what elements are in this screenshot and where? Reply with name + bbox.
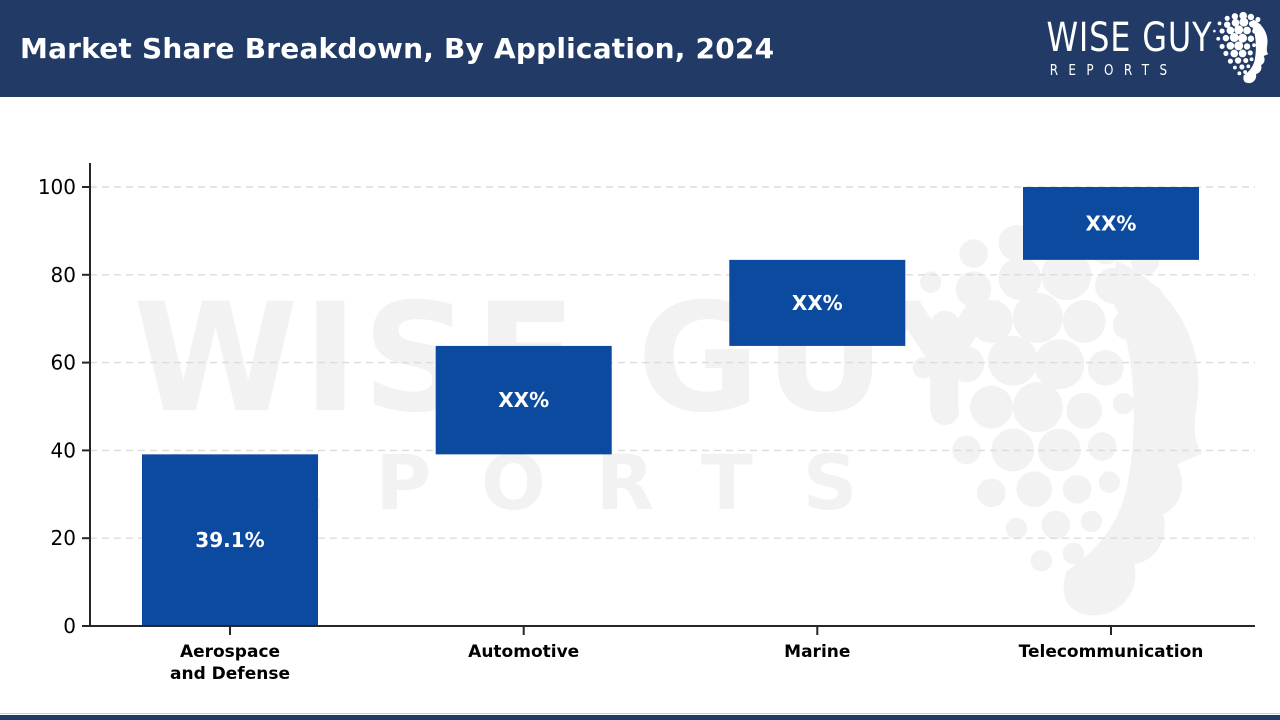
- x-tick-label-aerospace-and-defense-line2: and Defense: [170, 664, 290, 684]
- bar-segment-automotive: [435, 345, 612, 455]
- y-tick-label-80: 80: [51, 263, 76, 287]
- y-tick-label-20: 20: [51, 526, 76, 550]
- logo-subtext: REPORTS: [1049, 61, 1178, 79]
- wiseguy-logo: WISE GUY REPORTS: [1005, 0, 1280, 97]
- y-tick-label-100: 100: [38, 175, 76, 199]
- logo-text: WISE GUY REPORTS: [1046, 18, 1212, 79]
- bar-label-marine: XX%: [792, 291, 843, 315]
- footer-divider: [0, 713, 1280, 714]
- bar-label-automotive: XX%: [498, 388, 549, 412]
- page-title: Market Share Breakdown, By Application, …: [20, 32, 775, 65]
- axes-spines: [89, 163, 1255, 627]
- x-tick-label-telecommunication: Telecommunication: [1019, 642, 1204, 662]
- bar-label-aerospace-and-defense: 39.1%: [195, 528, 264, 552]
- bar-segment-aerospace-and-defense: [142, 454, 318, 626]
- y-tick-label-0: 0: [63, 614, 76, 638]
- dotted-face-profile-icon: [1208, 2, 1272, 96]
- y-tick-label-60: 60: [51, 351, 76, 375]
- bar-segment-marine: [729, 259, 906, 346]
- footer-bar: [0, 715, 1280, 720]
- bar-label-telecommunication: XX%: [1086, 211, 1137, 235]
- x-tick-label-marine: Marine: [784, 642, 850, 662]
- bar-segment-telecommunication: [1023, 187, 1199, 260]
- x-tick-label-aerospace-and-defense: Aerospace: [180, 642, 280, 662]
- x-tick-label-automotive: Automotive: [468, 642, 579, 662]
- y-tick-label-40: 40: [51, 438, 76, 462]
- logo-wordmark: WISE GUY: [1046, 15, 1212, 61]
- header-bar: Market Share Breakdown, By Application, …: [0, 0, 1280, 97]
